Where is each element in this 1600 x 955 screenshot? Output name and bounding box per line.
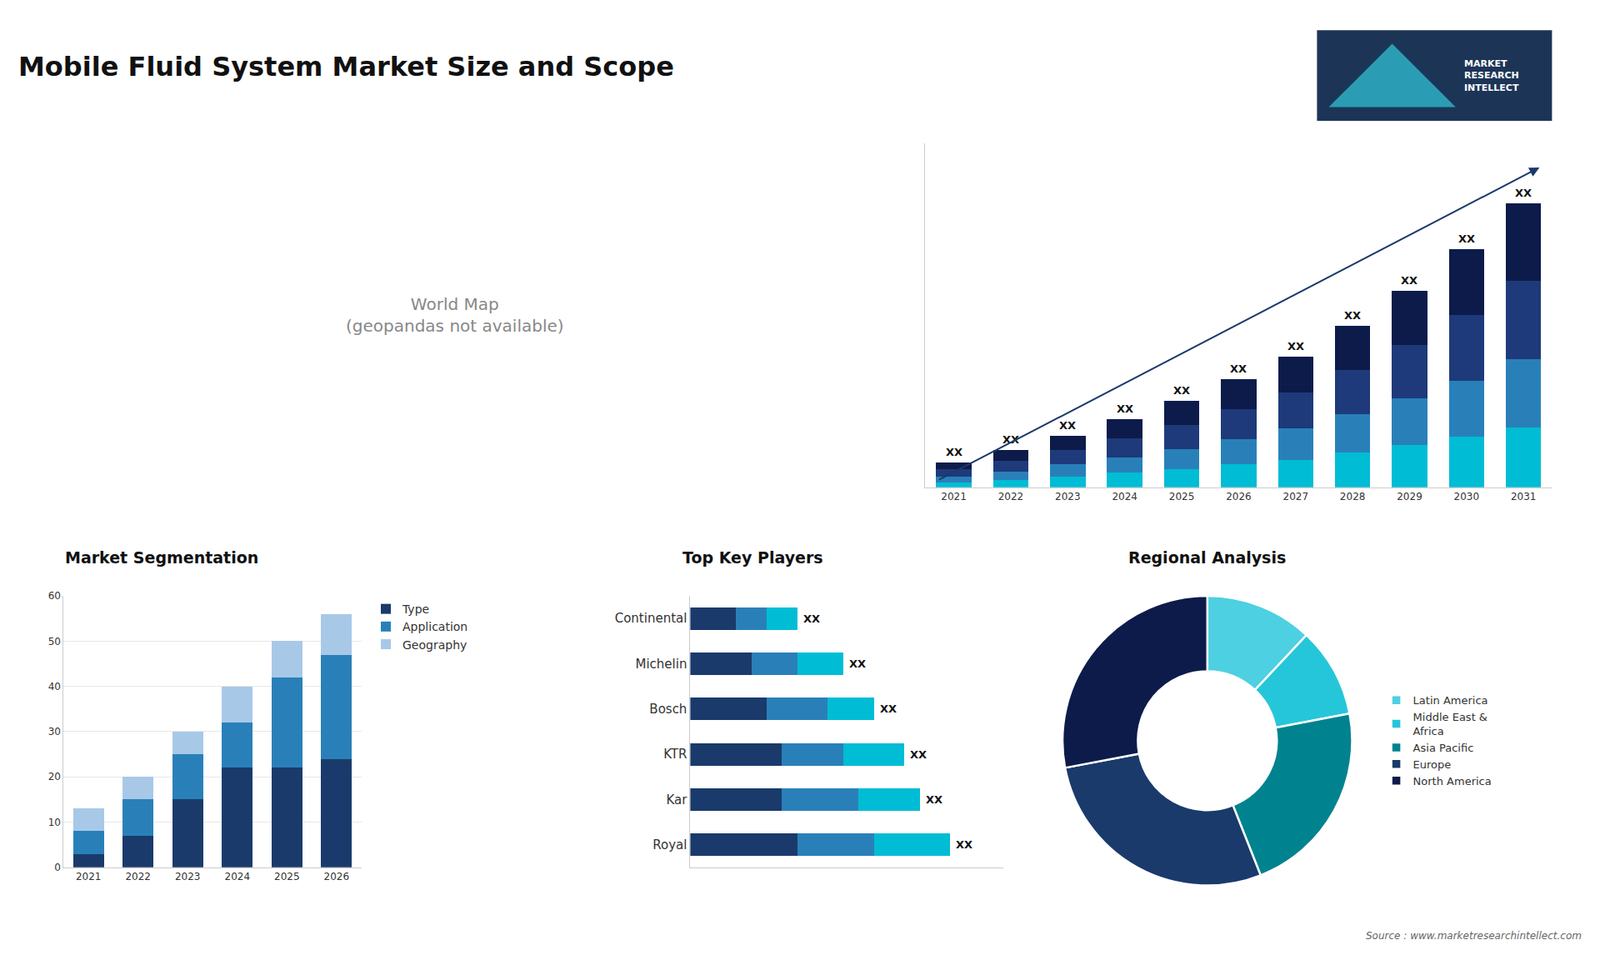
svg-text:2024: 2024 [224, 870, 250, 883]
svg-text:10: 10 [48, 816, 61, 829]
svg-text:XX: XX [1458, 232, 1475, 245]
svg-text:XX: XX [925, 793, 943, 806]
svg-text:Source : www.marketresearchint: Source : www.marketresearchintellect.com [1365, 930, 1582, 942]
svg-text:Market Segmentation: Market Segmentation [65, 548, 259, 567]
svg-text:2021: 2021 [940, 490, 967, 503]
svg-text:20: 20 [48, 770, 61, 783]
svg-text:50: 50 [48, 635, 61, 648]
svg-text:2021: 2021 [75, 870, 102, 883]
svg-text:Continental: Continental [615, 610, 688, 626]
svg-text:World Map(geopandas not availa: World Map(geopandas not available) [345, 294, 565, 336]
svg-text:Top Key Players: Top Key Players [682, 548, 824, 567]
svg-text:MARKETRESEARCHINTELLECT: MARKETRESEARCHINTELLECT [1464, 58, 1520, 94]
svg-text:XX: XX [1173, 384, 1190, 397]
svg-text:Geography: Geography [402, 638, 467, 652]
svg-text:2024: 2024 [1111, 490, 1138, 503]
svg-text:2026: 2026 [1225, 490, 1252, 503]
svg-text:Latin America: Latin America [1413, 694, 1489, 707]
svg-text:Middle East &Africa: Middle East &Africa [1413, 710, 1488, 738]
svg-text:Kar: Kar [665, 792, 688, 808]
svg-text:XX: XX [955, 838, 973, 851]
svg-text:XX: XX [880, 702, 897, 715]
svg-text:XX: XX [849, 657, 866, 670]
svg-text:Bosch: Bosch [649, 701, 687, 717]
svg-text:XX: XX [803, 612, 820, 625]
svg-text:XX: XX [1400, 274, 1418, 287]
svg-text:Europe: Europe [1413, 758, 1452, 771]
svg-text:XX: XX [1059, 419, 1076, 432]
svg-text:Regional Analysis: Regional Analysis [1128, 548, 1286, 567]
svg-text:0: 0 [54, 861, 61, 874]
svg-text:XX: XX [1230, 362, 1247, 375]
svg-text:60: 60 [48, 590, 61, 602]
svg-text:XX: XX [1287, 340, 1305, 353]
svg-text:40: 40 [48, 680, 61, 693]
svg-text:XX: XX [1002, 433, 1020, 446]
svg-text:2027: 2027 [1282, 490, 1309, 503]
svg-text:XX: XX [1116, 402, 1134, 415]
svg-text:30: 30 [48, 725, 61, 738]
svg-text:2028: 2028 [1340, 490, 1366, 503]
svg-text:XX: XX [1344, 309, 1361, 322]
svg-text:2030: 2030 [1454, 490, 1480, 503]
svg-text:2023: 2023 [175, 870, 201, 883]
svg-text:2022: 2022 [998, 490, 1025, 503]
svg-text:Asia Pacific: Asia Pacific [1413, 741, 1475, 755]
svg-text:North America: North America [1413, 775, 1492, 788]
svg-text:Michelin: Michelin [635, 656, 687, 672]
svg-text:2025: 2025 [274, 870, 300, 883]
svg-text:KTR: KTR [663, 746, 687, 762]
svg-text:Mobile Fluid System Market Siz: Mobile Fluid System Market Size and Scop… [18, 50, 675, 83]
svg-text:Royal: Royal [652, 837, 687, 853]
svg-text:2029: 2029 [1396, 490, 1423, 503]
svg-text:2022: 2022 [125, 870, 151, 883]
svg-text:2023: 2023 [1055, 490, 1081, 503]
svg-text:XX: XX [945, 445, 963, 459]
svg-text:Type: Type [401, 602, 430, 616]
svg-text:2025: 2025 [1169, 490, 1195, 503]
svg-text:2026: 2026 [324, 870, 350, 883]
svg-text:XX: XX [1515, 186, 1532, 200]
svg-text:Application: Application [402, 620, 468, 634]
svg-text:2031: 2031 [1510, 490, 1537, 503]
svg-text:XX: XX [910, 748, 927, 761]
